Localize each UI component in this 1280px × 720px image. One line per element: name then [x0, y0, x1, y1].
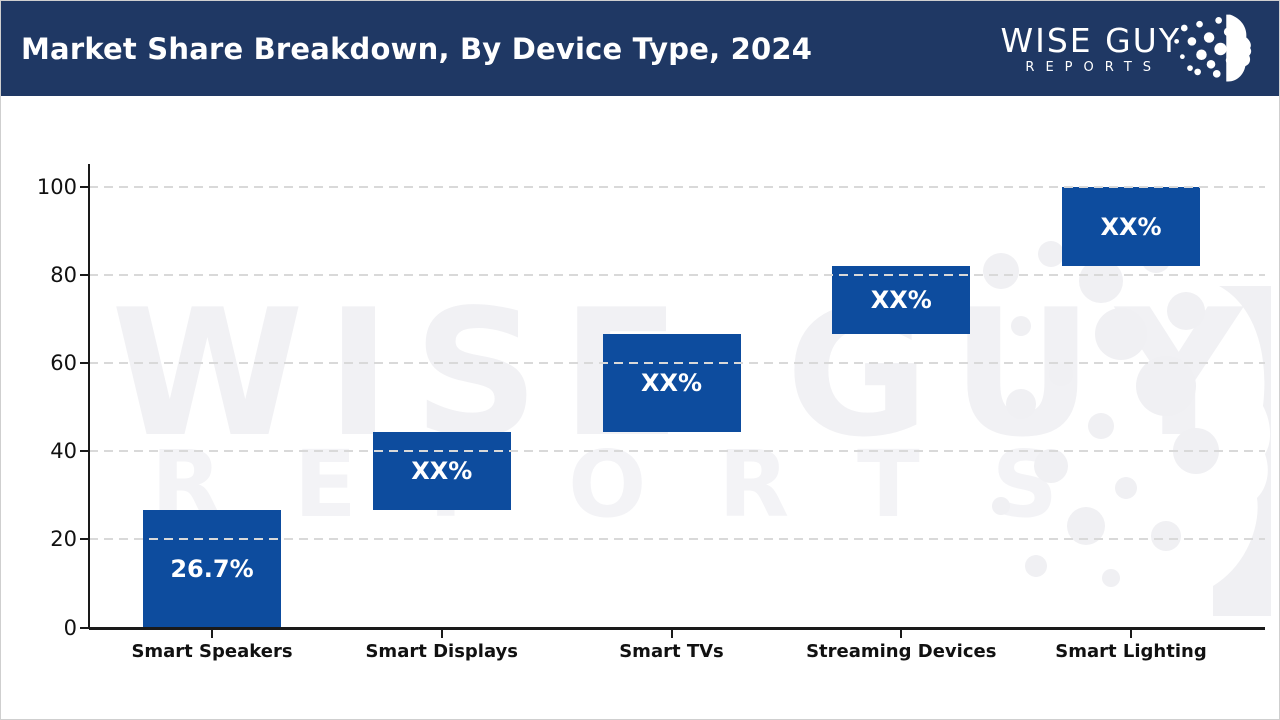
x-axis-label-streaming-devices: Streaming Devices: [806, 641, 997, 662]
gridline-40: [89, 450, 1265, 453]
y-axis-line: [88, 164, 90, 629]
x-axis-line: [89, 627, 1265, 630]
x-tick-mark-smart-tvs: [670, 630, 673, 638]
bar-streaming-devices: XX%: [832, 266, 971, 335]
y-tick-label-40: 40: [50, 439, 77, 464]
bar-smart-tvs: XX%: [602, 334, 741, 433]
x-axis-label-smart-speakers: Smart Speakers: [131, 641, 293, 662]
y-tick-mark-80: [80, 274, 88, 277]
y-tick-mark-20: [80, 538, 88, 541]
y-tick-label-80: 80: [50, 263, 77, 288]
bar-value-label-smart-displays: XX%: [411, 457, 473, 486]
y-tick-label-20: 20: [50, 527, 77, 552]
gridline-80: [89, 274, 1265, 277]
gridline-100: [89, 186, 1265, 188]
bar-value-label-streaming-devices: XX%: [870, 286, 932, 315]
page-title: Market Share Breakdown, By Device Type, …: [21, 31, 813, 66]
bar-value-label-smart-speakers: 26.7%: [170, 554, 254, 583]
x-tick-mark-smart-displays: [440, 630, 443, 638]
y-tick-label-0: 0: [63, 615, 77, 640]
logo-wordmark: WISE GUY: [1000, 20, 1181, 60]
y-tick-mark-100: [80, 186, 88, 188]
wise-guy-logo: WISE GUY REPORTS: [1000, 11, 1253, 87]
x-tick-mark-streaming-devices: [900, 630, 903, 638]
logo-subtitle: REPORTS: [1025, 59, 1163, 75]
x-tick-mark-smart-lighting: [1130, 630, 1132, 638]
y-tick-mark-40: [80, 450, 88, 453]
watermark-subtitle: REPORTS: [151, 431, 1131, 538]
gridline-60: [89, 362, 1265, 365]
x-tick-mark-smart-speakers: [211, 630, 213, 638]
logo-face-icon: [1174, 14, 1252, 82]
y-tick-mark-0: [80, 626, 88, 629]
header: Market Share Breakdown, By Device Type, …: [1, 1, 1279, 96]
y-tick-label-60: 60: [50, 351, 77, 376]
x-axis-label-smart-tvs: Smart TVs: [619, 641, 724, 662]
y-tick-label-100: 100: [36, 175, 77, 199]
bar-value-label-smart-lighting: XX%: [1100, 212, 1162, 241]
bar-smart-speakers: 26.7%: [143, 509, 281, 628]
bar-smart-lighting: XX%: [1062, 187, 1200, 267]
watermark-face-icon: [983, 241, 1271, 616]
x-axis-label-smart-displays: Smart Displays: [365, 641, 519, 662]
bar-value-label-smart-tvs: XX%: [640, 369, 703, 398]
y-tick-mark-60: [80, 362, 88, 365]
bar-smart-displays: XX%: [372, 432, 511, 510]
logo-text: WISE GUY REPORTS: [1000, 24, 1181, 74]
x-axis-label-smart-lighting: Smart Lighting: [1055, 641, 1207, 662]
gridline-20: [89, 538, 1265, 541]
